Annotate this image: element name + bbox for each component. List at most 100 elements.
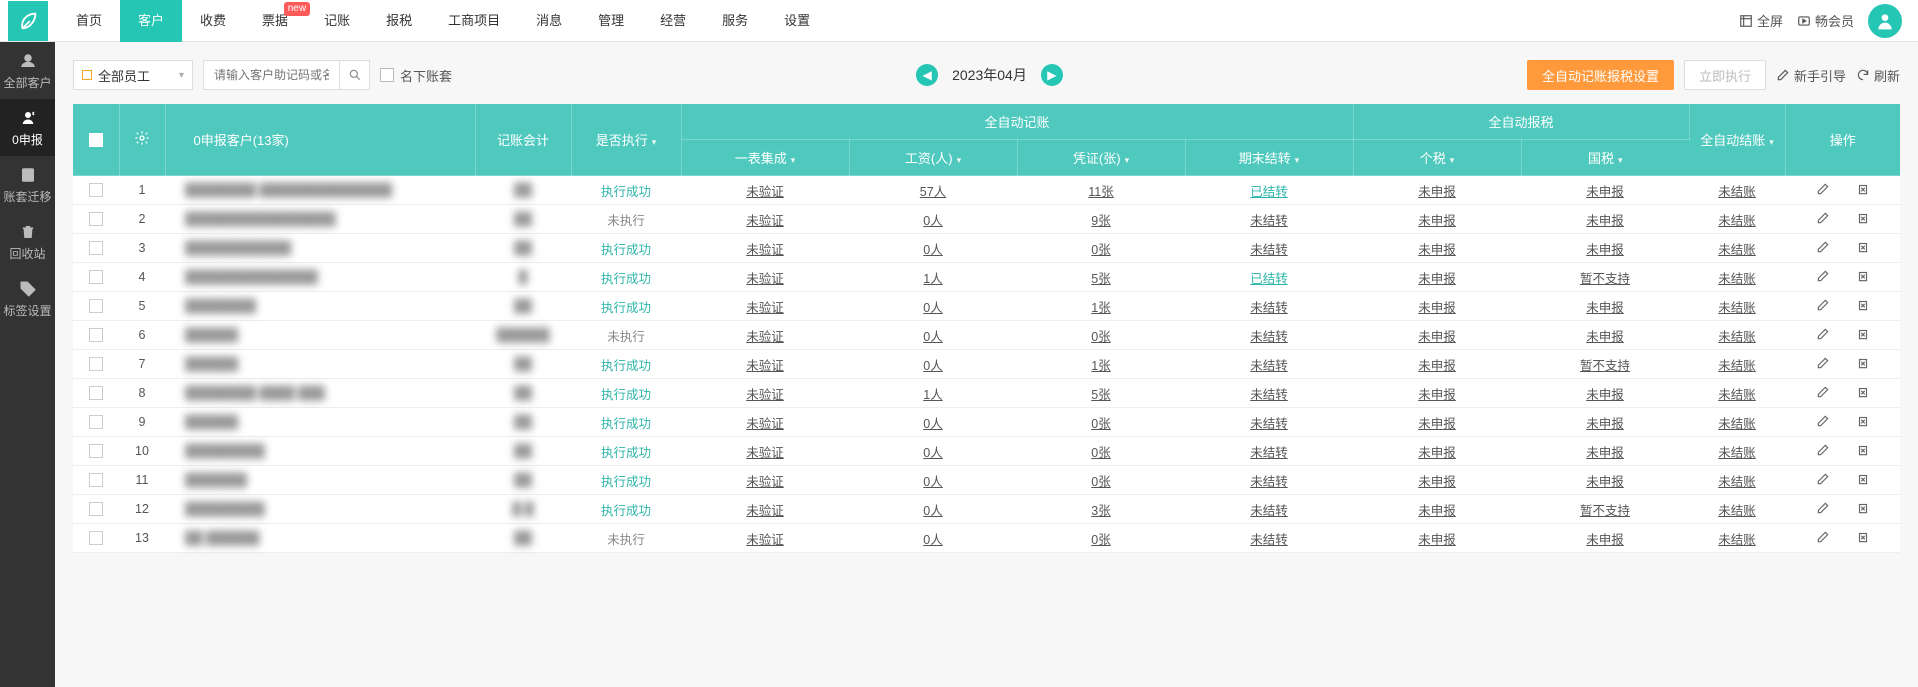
one-table-link[interactable]: 未验证 [746,533,784,547]
col-voucher[interactable]: 凭证(张) [1017,140,1185,176]
one-table-link[interactable]: 未验证 [746,301,784,315]
nav-link-记账[interactable]: 记账 [306,0,368,42]
voucher-link[interactable]: 0张 [1091,446,1110,460]
voucher-link[interactable]: 9张 [1091,214,1110,228]
settle-link[interactable]: 未结账 [1718,504,1756,518]
nat-tax-link[interactable]: 未申报 [1586,533,1624,547]
one-table-link[interactable]: 未验证 [746,504,784,518]
nat-tax-link[interactable]: 暂不支持 [1580,504,1630,518]
salary-link[interactable]: 0人 [923,301,942,315]
auto-settings-button[interactable]: 全自动记账报税设置 [1527,60,1674,90]
one-table-link[interactable]: 未验证 [746,185,784,199]
voucher-link[interactable]: 0张 [1091,330,1110,344]
row-checkbox[interactable] [89,386,103,400]
settle-link[interactable]: 未结账 [1718,214,1756,228]
user-avatar[interactable] [1868,4,1902,38]
nat-tax-link[interactable]: 未申报 [1586,185,1624,199]
period-link[interactable]: 未结转 [1250,504,1288,518]
voucher-link[interactable]: 1张 [1091,301,1110,315]
period-link[interactable]: 未结转 [1250,388,1288,402]
row-delete-button[interactable] [1856,269,1870,286]
nat-tax-link[interactable]: 暂不支持 [1580,359,1630,373]
settle-link[interactable]: 未结账 [1718,417,1756,431]
period-link[interactable]: 未结转 [1250,214,1288,228]
row-checkbox[interactable] [89,502,103,516]
row-checkbox[interactable] [89,415,103,429]
row-checkbox[interactable] [89,531,103,545]
nat-tax-link[interactable]: 未申报 [1586,475,1624,489]
customer-name[interactable]: █████████ [185,444,265,458]
row-delete-button[interactable] [1856,414,1870,431]
ind-tax-link[interactable]: 未申报 [1418,301,1456,315]
refresh-button[interactable]: 刷新 [1856,66,1900,85]
row-checkbox[interactable] [89,444,103,458]
settle-link[interactable]: 未结账 [1718,475,1756,489]
salary-link[interactable]: 0人 [923,446,942,460]
row-delete-button[interactable] [1856,530,1870,547]
row-edit-button[interactable] [1816,501,1830,518]
nav-link-收费[interactable]: 收费 [182,0,244,42]
run-now-button[interactable]: 立即执行 [1684,60,1766,90]
ind-tax-link[interactable]: 未申报 [1418,185,1456,199]
col-exec[interactable]: 是否执行 [571,104,681,176]
nav-link-设置[interactable]: 设置 [766,0,828,42]
row-checkbox[interactable] [89,357,103,371]
settle-link[interactable]: 未结账 [1718,243,1756,257]
ind-tax-link[interactable]: 未申报 [1418,417,1456,431]
row-edit-button[interactable] [1816,385,1830,402]
salary-link[interactable]: 0人 [923,417,942,431]
row-checkbox[interactable] [89,328,103,342]
period-link[interactable]: 未结转 [1250,243,1288,257]
settle-link[interactable]: 未结账 [1718,301,1756,315]
customer-name[interactable]: ████████ [185,299,256,313]
sub-account-checkbox[interactable]: 名下账套 [380,66,452,85]
sidebar-item-账套迁移[interactable]: 账套迁移 [0,156,55,213]
nav-link-首页[interactable]: 首页 [58,0,120,42]
voucher-link[interactable]: 5张 [1091,388,1110,402]
one-table-link[interactable]: 未验证 [746,272,784,286]
period-link[interactable]: 未结转 [1250,446,1288,460]
row-delete-button[interactable] [1856,385,1870,402]
row-delete-button[interactable] [1856,211,1870,228]
row-delete-button[interactable] [1856,472,1870,489]
customer-name[interactable]: ████████ ████ ███ [185,386,325,400]
nav-link-管理[interactable]: 管理 [580,0,642,42]
period-next-button[interactable]: ▶ [1041,64,1063,86]
col-period[interactable]: 期末结转 [1185,140,1353,176]
row-delete-button[interactable] [1856,327,1870,344]
ind-tax-link[interactable]: 未申报 [1418,214,1456,228]
row-edit-button[interactable] [1816,356,1830,373]
ind-tax-link[interactable]: 未申报 [1418,504,1456,518]
settle-link[interactable]: 未结账 [1718,446,1756,460]
voucher-link[interactable]: 0张 [1091,417,1110,431]
ind-tax-link[interactable]: 未申报 [1418,330,1456,344]
search-button[interactable] [339,61,369,89]
settle-link[interactable]: 未结账 [1718,330,1756,344]
customer-name[interactable]: ██████ [185,357,238,371]
one-table-link[interactable]: 未验证 [746,330,784,344]
nat-tax-link[interactable]: 未申报 [1586,446,1624,460]
row-edit-button[interactable] [1816,182,1830,199]
period-link[interactable]: 未结转 [1250,330,1288,344]
customer-name[interactable]: ████████████ [185,241,291,255]
nav-link-票据[interactable]: 票据new [244,0,306,42]
row-checkbox[interactable] [89,183,103,197]
salary-link[interactable]: 0人 [923,330,942,344]
guide-button[interactable]: 新手引导 [1776,66,1846,85]
nat-tax-link[interactable]: 暂不支持 [1580,272,1630,286]
row-edit-button[interactable] [1816,211,1830,228]
settle-link[interactable]: 未结账 [1718,359,1756,373]
salary-link[interactable]: 0人 [923,243,942,257]
period-link[interactable]: 未结转 [1250,475,1288,489]
row-delete-button[interactable] [1856,182,1870,199]
row-edit-button[interactable] [1816,472,1830,489]
ind-tax-link[interactable]: 未申报 [1418,533,1456,547]
salary-link[interactable]: 57人 [920,185,946,199]
settle-link[interactable]: 未结账 [1718,533,1756,547]
voucher-link[interactable]: 0张 [1091,243,1110,257]
nav-link-报税[interactable]: 报税 [368,0,430,42]
sidebar-item-0申报[interactable]: 0申报 [0,99,55,156]
row-checkbox[interactable] [89,212,103,226]
col-accountant[interactable]: 记账会计 [475,104,571,176]
select-all-checkbox[interactable] [89,133,103,147]
